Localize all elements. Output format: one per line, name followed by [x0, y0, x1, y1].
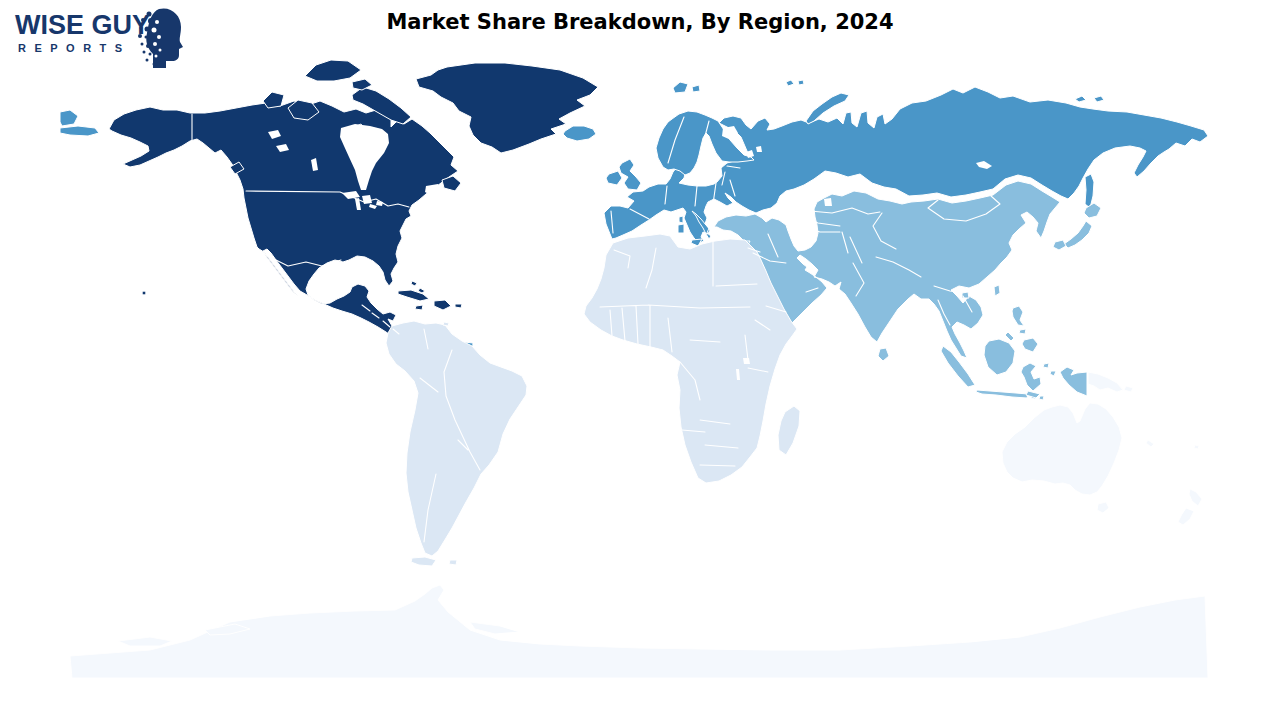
madagascar — [778, 406, 800, 455]
kyushu — [1053, 240, 1066, 250]
region-south-america — [386, 321, 527, 566]
sardinia — [678, 224, 684, 233]
hawaii — [142, 291, 146, 295]
aral-sea — [824, 198, 832, 206]
logo-wordmark: WISE GUY — [15, 12, 150, 39]
java — [976, 390, 1028, 398]
iceland — [563, 126, 596, 141]
timor — [1026, 391, 1040, 398]
tierra-del-fuego — [411, 557, 436, 566]
trinidad — [443, 322, 449, 326]
new-caledonia — [1146, 440, 1154, 447]
south-america-mainland — [386, 321, 527, 556]
logo: WISE GUY REPORTS — [15, 12, 150, 54]
svalbard — [673, 82, 700, 93]
lake-onega — [756, 146, 762, 152]
new-britain — [1124, 386, 1133, 392]
sumatra — [941, 346, 975, 387]
visayas — [1019, 329, 1026, 334]
ellesmere-island — [305, 60, 361, 81]
puerto-rico — [455, 304, 462, 308]
logo-subtext: REPORTS — [18, 42, 150, 54]
north-america-mainland — [109, 101, 458, 341]
mindanao — [1022, 338, 1038, 352]
papua-new-guinea — [1088, 372, 1123, 392]
world-map — [0, 0, 1280, 720]
new-siberian-islands — [1075, 96, 1104, 102]
lake-victoria — [743, 358, 750, 364]
ireland — [606, 171, 622, 185]
taiwan — [994, 285, 1000, 296]
palawan — [1005, 332, 1014, 341]
chart-title: Market Share Breakdown, By Region, 2024 — [0, 10, 1280, 34]
new-zealand-north — [1189, 489, 1202, 506]
franz-josef-land — [786, 80, 804, 86]
africa-mainland — [584, 234, 797, 483]
sulawesi — [1021, 363, 1041, 391]
lake-balkhash — [874, 192, 896, 198]
banks-island — [263, 92, 284, 108]
jamaica — [415, 305, 423, 310]
gulf-st-lawrence — [425, 184, 441, 196]
hispaniola — [434, 300, 451, 310]
novaya-zemlya — [806, 93, 849, 124]
chukotka-wrap — [60, 110, 99, 136]
great-britain — [619, 159, 641, 190]
australia — [1002, 403, 1122, 495]
fiji — [1194, 445, 1199, 449]
honshu — [1064, 221, 1092, 248]
moluccas — [1043, 363, 1056, 376]
region-antarctica — [70, 585, 1208, 678]
figure: Market Share Breakdown, By Region, 2024 … — [0, 0, 1280, 720]
sakhalin — [1085, 174, 1094, 208]
corsica — [679, 216, 683, 223]
sri-lanka — [878, 348, 889, 361]
new-zealand-south — [1178, 508, 1194, 525]
luzon — [1012, 306, 1024, 326]
falkland-islands — [449, 560, 457, 565]
borneo — [984, 339, 1015, 375]
tasmania — [1097, 502, 1109, 513]
region-north-america — [109, 60, 598, 341]
antarctica-islet-1 — [118, 637, 172, 646]
west-papua — [1060, 367, 1087, 396]
